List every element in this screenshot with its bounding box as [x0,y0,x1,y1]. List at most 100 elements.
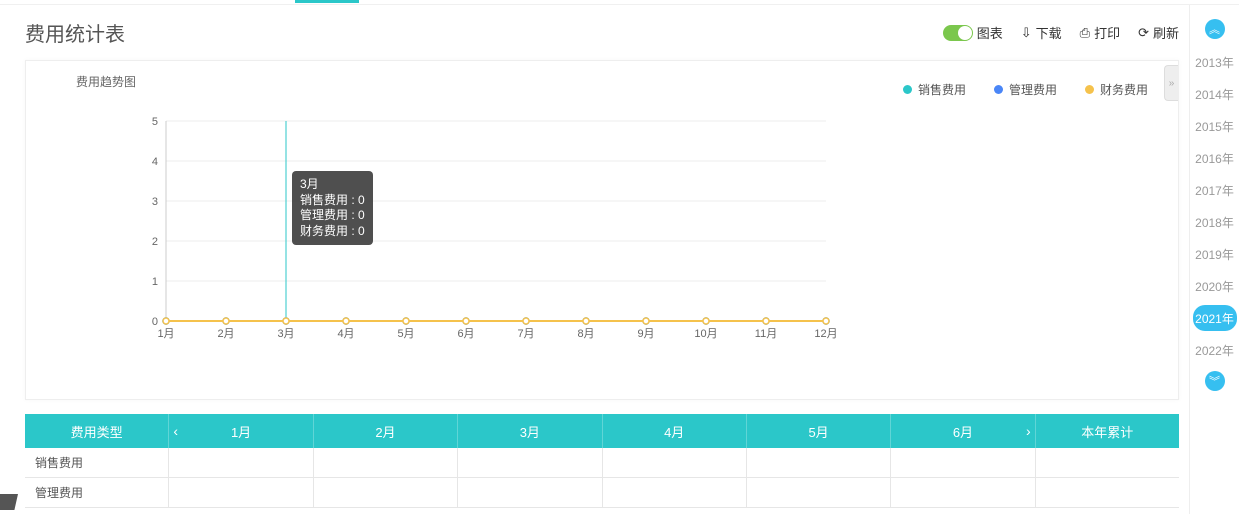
svg-text:4月: 4月 [337,328,354,340]
year-item[interactable]: 2020年 [1193,273,1237,299]
main-area: 费用统计表 图表 ⇩ 下载 ⎙ 打印 ⟳ 刷新 [0,5,1239,514]
download-label: 下载 [1036,23,1062,42]
svg-text:12月: 12月 [814,328,837,340]
table-row: 管理费用 [25,478,1179,508]
svg-text:4: 4 [152,156,158,168]
table-body: 销售费用管理费用 [25,448,1179,508]
switch-icon [943,25,973,41]
refresh-icon: ⟳ [1138,25,1149,41]
year-item[interactable]: 2015年 [1193,113,1237,139]
table-cell [169,448,313,477]
content-panel: 费用统计表 图表 ⇩ 下载 ⎙ 打印 ⟳ 刷新 [0,5,1189,514]
table-cell: 管理费用 [25,478,169,507]
legend-dot-icon [903,85,912,94]
table-cell [1036,448,1179,477]
chart-card: 费用趋势图 销售费用 管理费用 财务费用 0 1 2 3 4 5 1月 2月 3月 4月 5月 6月 7月 8… [25,60,1179,400]
table-cell [747,478,891,507]
download-button[interactable]: ⇩ 下载 [1021,23,1062,42]
print-button[interactable]: ⎙ 打印 [1080,23,1120,42]
year-item[interactable]: 2014年 [1193,81,1237,107]
table-cell [314,478,458,507]
table-column-label: 2月 [375,422,395,441]
legend-dot-icon [1085,85,1094,94]
table-cell [603,478,747,507]
table-prev-icon[interactable]: ‹ [173,423,178,439]
table-cell [891,448,1035,477]
expense-table: 费用类型 1月‹ 2月 3月 4月 5月 6月 › 本年累计 销售费用管理费用 [25,414,1179,508]
legend-label: 销售费用 [918,81,966,98]
year-scroll-up[interactable]: ︽ [1205,19,1225,39]
svg-text:2: 2 [152,236,158,248]
active-tab-indicator [295,0,359,3]
year-item[interactable]: 2013年 [1193,49,1237,75]
year-item[interactable]: 2022年 [1193,337,1237,363]
table-column-header: 费用类型 [25,414,169,448]
year-item[interactable]: 2021年 [1193,305,1237,331]
legend-label: 管理费用 [1009,81,1057,98]
year-scroll-down[interactable]: ︾ [1205,371,1225,391]
svg-text:3月: 3月 [277,328,294,340]
legend-item[interactable]: 销售费用 [903,81,966,98]
svg-text:1: 1 [152,276,158,288]
chart-toggle-label: 图表 [977,23,1003,42]
table-cell [458,478,602,507]
legend-item[interactable]: 财务费用 [1085,81,1148,98]
table-column-label: 本年累计 [1081,422,1133,441]
svg-text:1月: 1月 [157,328,174,340]
legend-dot-icon [994,85,1003,94]
table-column-label: 6月 [953,422,973,441]
table-cell [458,448,602,477]
chart-plot: 0123451月2月3月4月5月6月7月8月9月10月11月12月3月销售费用 … [136,111,836,351]
chart-tooltip: 3月销售费用 : 0管理费用 : 0财务费用 : 0 [292,171,373,245]
title-row: 费用统计表 图表 ⇩ 下载 ⎙ 打印 ⟳ 刷新 [25,5,1179,60]
svg-text:7月: 7月 [517,328,534,340]
page-title: 费用统计表 [25,18,125,47]
table-cell [747,448,891,477]
table-column-label: 5月 [808,422,828,441]
table-column-header: 5月 [747,414,891,448]
table-column-header: 本年累计 [1036,414,1179,448]
table-column-header: 3月 [458,414,602,448]
refresh-label: 刷新 [1153,23,1179,42]
table-column-header: 1月‹ [169,414,313,448]
refresh-button[interactable]: ⟳ 刷新 [1138,23,1179,42]
svg-text:10月: 10月 [694,328,717,340]
svg-text:2月: 2月 [217,328,234,340]
chart-legend: 销售费用 管理费用 财务费用 [903,81,1148,98]
svg-text:0: 0 [152,316,158,328]
table-row: 销售费用 [25,448,1179,478]
table-cell [169,478,313,507]
table-column-header: 2月 [314,414,458,448]
table-column-header: 6月 › [891,414,1035,448]
table-cell: 销售费用 [25,448,169,477]
table-column-header: 4月 [603,414,747,448]
year-item[interactable]: 2016年 [1193,145,1237,171]
table-cell [314,448,458,477]
table-column-label: 3月 [520,422,540,441]
download-icon: ⇩ [1021,25,1032,41]
legend-item[interactable]: 管理费用 [994,81,1057,98]
table-next-icon[interactable]: › [1026,423,1031,439]
table-cell [891,478,1035,507]
year-item[interactable]: 2017年 [1193,177,1237,203]
table-column-label: 4月 [664,422,684,441]
svg-text:6月: 6月 [457,328,474,340]
year-item[interactable]: 2018年 [1193,209,1237,235]
chart-toggle[interactable]: 图表 [943,23,1003,42]
legend-label: 财务费用 [1100,81,1148,98]
svg-text:5月: 5月 [397,328,414,340]
year-sidebar: ︽ 2013年 2014年 2015年 2016年 2017年 2018年 2019年 2020… [1189,5,1239,514]
table-cell [1036,478,1179,507]
svg-text:8月: 8月 [577,328,594,340]
collapse-handle[interactable]: » [1164,65,1178,101]
table-column-label: 费用类型 [71,422,123,441]
svg-text:11月: 11月 [755,328,777,340]
chart-title: 费用趋势图 [76,73,136,90]
print-icon: ⎙ [1080,25,1090,41]
svg-text:5: 5 [152,116,158,128]
table-cell [603,448,747,477]
svg-text:3: 3 [152,196,158,208]
year-item[interactable]: 2019年 [1193,241,1237,267]
print-label: 打印 [1094,23,1120,42]
toolbar: 图表 ⇩ 下载 ⎙ 打印 ⟳ 刷新 [943,23,1179,42]
